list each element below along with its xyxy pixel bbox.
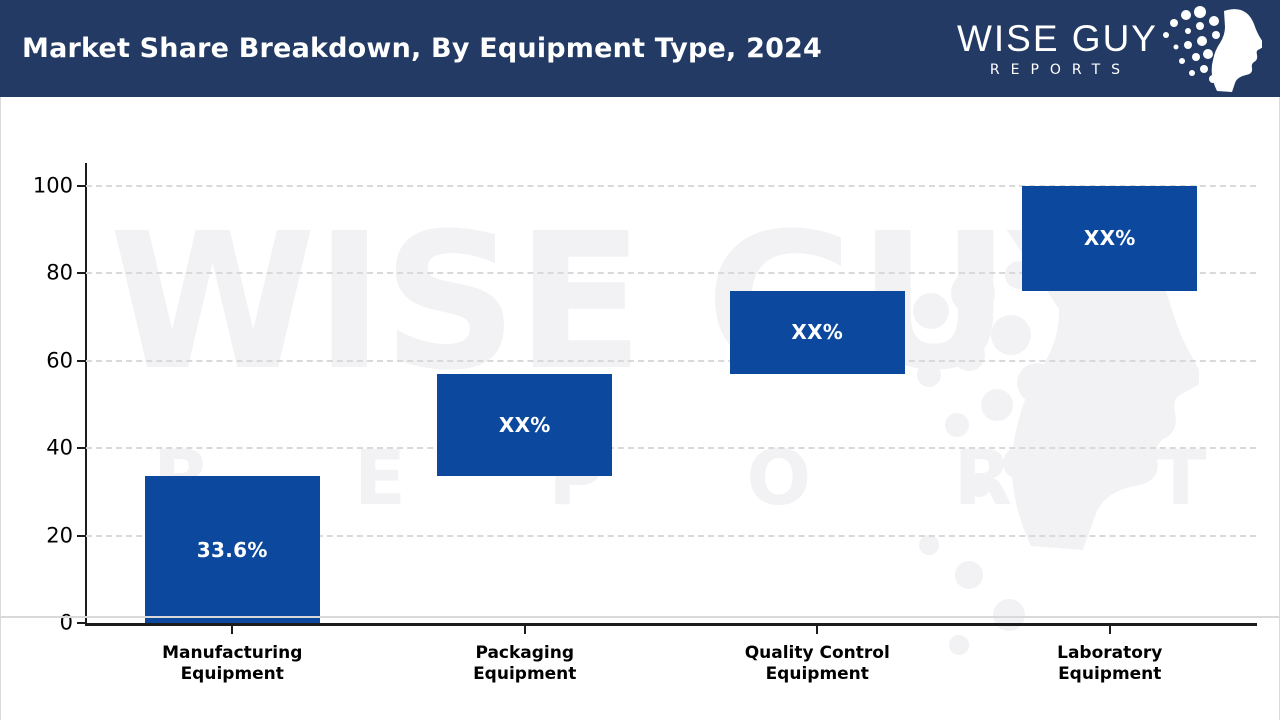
x-axis-tick (523, 626, 526, 634)
gridline-100 (86, 185, 1256, 187)
bar-value-label: 33.6% (196, 537, 268, 562)
logo-face-icon (1163, 5, 1262, 92)
x-axis-category-label: Quality Control Equipment (744, 643, 890, 685)
y-axis-tick (77, 272, 85, 275)
bar-segment: 33.6% (144, 476, 320, 623)
bar-segment: XX% (729, 290, 905, 374)
y-axis-tick (77, 622, 85, 624)
gridline-60 (86, 359, 1256, 362)
y-axis-tick (77, 359, 85, 362)
x-axis-tick (816, 626, 819, 634)
y-axis-spine (85, 163, 87, 625)
gridline-80 (86, 272, 1256, 275)
bar-segment: XX% (437, 373, 613, 477)
y-axis-tick-label: 40 (46, 435, 73, 460)
logo-wordmark: WISE GUY (956, 18, 1158, 59)
y-axis-tick-label: 100 (32, 173, 73, 198)
y-axis-tick (77, 185, 85, 187)
header-bar: Market Share Breakdown, By Equipment Typ… (0, 0, 1280, 97)
logo-subtitle: REPORTS (989, 62, 1132, 78)
y-axis-tick-label: 60 (46, 348, 73, 373)
footer-rule (0, 616, 1280, 618)
watermark-face-graphic (883, 239, 1199, 655)
y-axis-tick (77, 447, 85, 450)
x-axis-spine (85, 623, 1257, 626)
x-axis-tick (231, 626, 234, 634)
gridline-20 (86, 534, 1256, 537)
logo-text: WISE GUY REPORTS (957, 20, 1158, 77)
chart-area: WISE GUY R E P O R T S 02040608010033.6%… (0, 97, 1280, 720)
page-title: Market Share Breakdown, By Equipment Typ… (22, 33, 823, 64)
bar-segment: XX% (1022, 186, 1198, 291)
gridline-40 (86, 447, 1256, 450)
x-axis-tick (1108, 626, 1111, 634)
bar-value-label: XX% (791, 320, 844, 345)
wise-guy-reports-logo: WISE GUY REPORTS (957, 5, 1262, 93)
x-axis-category-label: Manufacturing Equipment (162, 643, 303, 685)
y-axis-tick-label: 80 (46, 260, 73, 285)
y-axis-tick-label: 20 (46, 523, 73, 548)
y-axis-tick-label: 0 (59, 610, 73, 635)
bar-value-label: XX% (498, 413, 551, 438)
x-axis-category-label: Laboratory Equipment (1057, 643, 1163, 685)
x-axis-category-label: Packaging Equipment (473, 643, 577, 685)
y-axis-tick (77, 534, 85, 537)
bar-value-label: XX% (1083, 226, 1136, 251)
